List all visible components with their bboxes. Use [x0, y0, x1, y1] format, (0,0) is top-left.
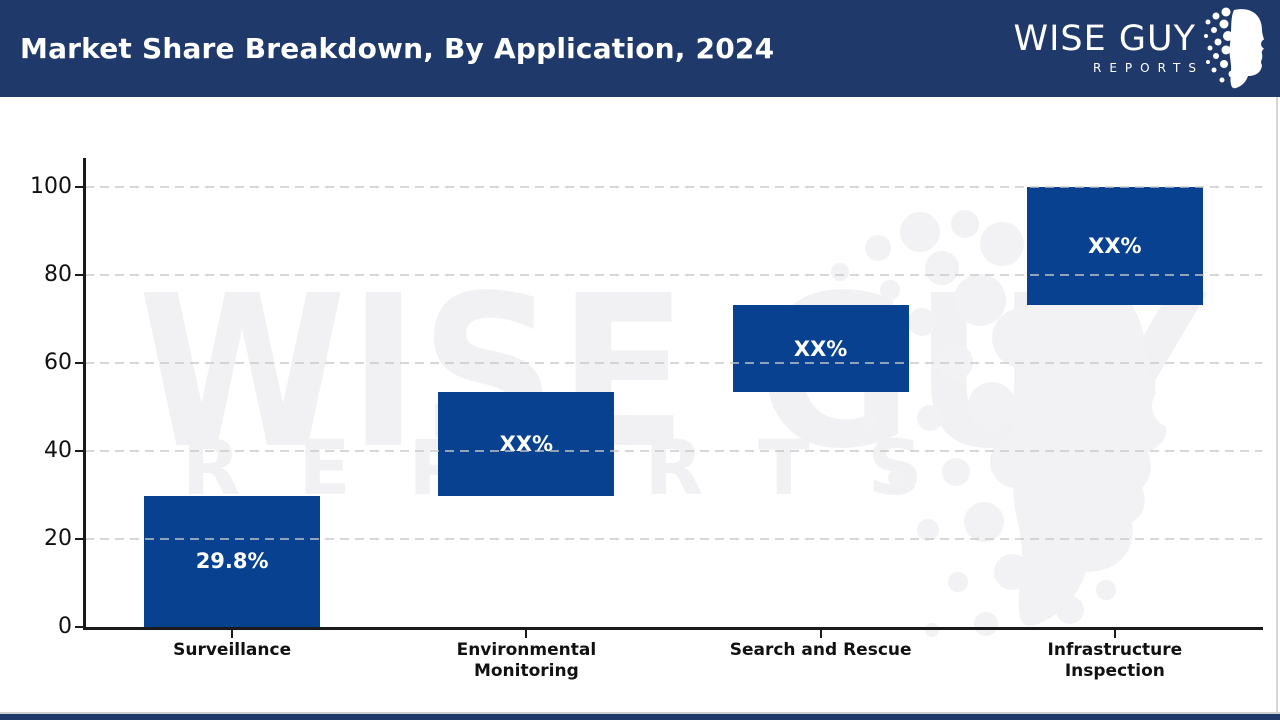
y-tick-mark-60 — [75, 362, 83, 364]
brand-subtitle: REPORTS — [1092, 61, 1204, 75]
y-tick-mark-80 — [75, 274, 83, 276]
bar-value-label: XX% — [499, 432, 554, 457]
y-tick-label-80: 80 — [44, 262, 72, 287]
y-tick-label-40: 40 — [44, 438, 72, 463]
brand-logo: WISE GUY REPORTS — [1013, 4, 1266, 94]
x-tick-mark-4 — [1113, 630, 1116, 638]
y-tick-mark-100 — [75, 186, 83, 188]
y-tick-mark-40 — [75, 450, 83, 452]
brand-face-icon — [1204, 7, 1266, 89]
y-tick-mark-20 — [75, 538, 83, 540]
x-category-label-1: Surveillance — [173, 640, 292, 660]
gridline-100 — [85, 186, 1262, 188]
header-bar: Market Share Breakdown, By Application, … — [0, 0, 1280, 97]
bar-value-label: XX% — [1088, 233, 1142, 258]
y-axis-line — [83, 158, 86, 630]
bar-search-and-rescue: XX% — [732, 304, 909, 393]
x-category-label-3: Search and Rescue — [729, 640, 912, 660]
y-tick-label-100: 100 — [30, 174, 72, 199]
y-tick-label-60: 60 — [44, 350, 72, 375]
x-tick-mark-3 — [819, 630, 822, 638]
gridline-40 — [85, 450, 1262, 452]
y-tick-label-0: 0 — [58, 614, 72, 639]
y-tick-mark-0 — [75, 626, 83, 628]
chart-title: Market Share Breakdown, By Application, … — [20, 32, 775, 65]
plot-right-border — [1276, 97, 1278, 714]
brand-logo-text: WISE GUY REPORTS — [1013, 19, 1196, 76]
x-tick-mark-1 — [231, 630, 234, 638]
bar-infrastructure-inspection: XX% — [1026, 187, 1203, 305]
gridline-60 — [85, 362, 1262, 364]
brand-name: WISE GUY — [1013, 19, 1196, 59]
x-category-label-4: Infrastructure Inspection — [1047, 640, 1183, 682]
footer-divider — [0, 712, 1280, 714]
footer-bar — [0, 714, 1280, 720]
x-tick-mark-2 — [525, 630, 528, 638]
x-axis-line — [83, 627, 1263, 630]
gridline-80 — [85, 274, 1262, 276]
gridline-20 — [85, 538, 1262, 540]
bar-value-label: XX% — [793, 336, 848, 361]
bar-value-label: 29.8% — [195, 549, 269, 574]
bar-environmental-monitoring: XX% — [438, 392, 615, 496]
y-tick-label-20: 20 — [44, 526, 72, 551]
x-category-label-2: Environmental Monitoring — [456, 640, 597, 682]
bar-surveillance: 29.8% — [144, 495, 321, 627]
